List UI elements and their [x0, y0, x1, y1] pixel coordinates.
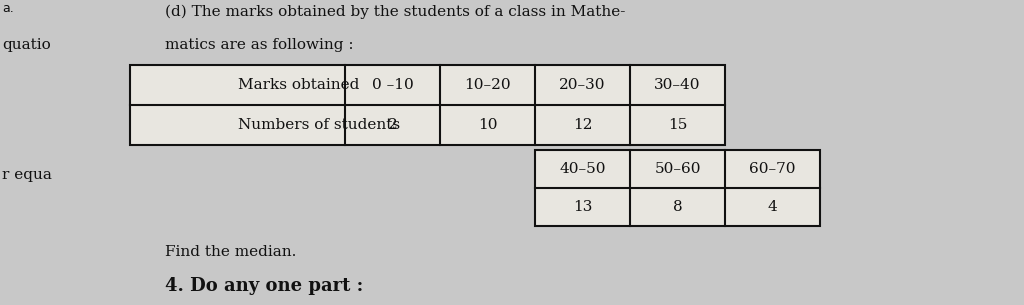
Text: 30–40: 30–40	[654, 78, 700, 92]
Text: matics are as following :: matics are as following :	[165, 38, 353, 52]
Bar	[535, 150, 820, 226]
Text: Find the median.: Find the median.	[165, 245, 296, 259]
Text: 4. Do any one part :: 4. Do any one part :	[165, 277, 364, 295]
Text: a.: a.	[2, 2, 13, 15]
Text: 60–70: 60–70	[750, 162, 796, 176]
Text: (d) The marks obtained by the students of a class in Mathe-: (d) The marks obtained by the students o…	[165, 5, 626, 20]
Text: 12: 12	[572, 118, 592, 132]
Text: 15: 15	[668, 118, 687, 132]
Text: 8: 8	[673, 200, 682, 214]
Text: quatio: quatio	[2, 38, 51, 52]
Text: 10–20: 10–20	[464, 78, 511, 92]
Text: 0 –10: 0 –10	[372, 78, 414, 92]
Text: 13: 13	[572, 200, 592, 214]
Text: 2: 2	[388, 118, 397, 132]
Text: Numbers of students: Numbers of students	[238, 118, 399, 132]
Bar	[130, 65, 725, 145]
Text: 40–50: 40–50	[559, 162, 606, 176]
Text: 4: 4	[768, 200, 777, 214]
Text: r equa: r equa	[2, 168, 52, 182]
Text: 10: 10	[478, 118, 498, 132]
Text: 50–60: 50–60	[654, 162, 700, 176]
Text: 20–30: 20–30	[559, 78, 606, 92]
Text: Marks obtained: Marks obtained	[238, 78, 358, 92]
